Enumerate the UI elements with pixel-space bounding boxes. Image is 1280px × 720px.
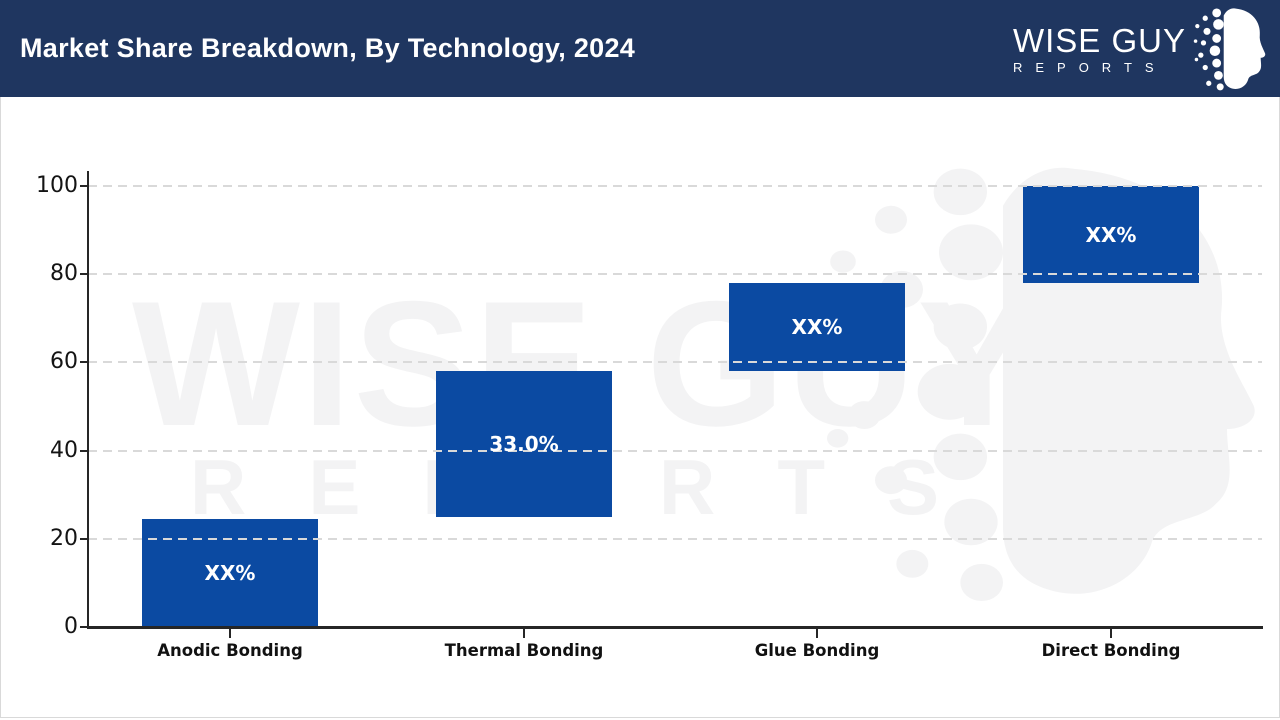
header-bar: Market Share Breakdown, By Technology, 2… <box>0 0 1280 97</box>
bar-label-anodic-bonding: XX% <box>204 560 256 585</box>
bar-anodic-bonding <box>142 518 318 627</box>
y-tick-60 <box>80 361 88 364</box>
y-tick-0 <box>80 626 88 628</box>
gridline-60 <box>88 361 1262 364</box>
gridline-80 <box>88 273 1262 276</box>
gridline-20 <box>88 537 1262 540</box>
y-tick-100 <box>80 185 88 187</box>
y-tick-label-0: 0 <box>64 614 78 639</box>
logo-wordmark: WISE GUY <box>1012 21 1186 59</box>
category-label-direct-bonding: Direct Bonding <box>1041 641 1181 660</box>
bar-label-direct-bonding: XX% <box>1085 222 1137 247</box>
category-label-anodic-bonding: Anodic Bonding <box>157 641 303 660</box>
bar-glue-bonding <box>729 283 905 372</box>
category-label-glue-bonding: Glue Bonding <box>754 641 880 660</box>
x-tick-direct-bonding <box>1110 629 1112 638</box>
wiseguy-head-icon <box>1188 5 1270 93</box>
bar-direct-bonding <box>1023 186 1199 284</box>
gridline-40 <box>88 449 1262 452</box>
logo-subtitle: REPORTS <box>1012 59 1167 75</box>
wiseguy-logo-text: WISE GUY REPORTS <box>1013 24 1186 74</box>
x-tick-glue-bonding <box>816 629 818 638</box>
y-axis-line <box>87 171 89 627</box>
y-tick-40 <box>80 449 88 452</box>
x-tick-anodic-bonding <box>229 629 231 638</box>
category-label-thermal-bonding: Thermal Bonding <box>444 641 604 660</box>
x-axis-line <box>87 626 1263 629</box>
gridline-100 <box>88 185 1262 187</box>
y-tick-20 <box>80 537 88 540</box>
y-tick-label-40: 40 <box>50 437 78 463</box>
y-tick-label-20: 20 <box>50 525 78 551</box>
wiseguy-logo: WISE GUY REPORTS <box>1013 5 1270 93</box>
y-tick-label-100: 100 <box>36 173 78 198</box>
y-tick-label-60: 60 <box>50 349 78 375</box>
page-title: Market Share Breakdown, By Technology, 2… <box>20 33 636 63</box>
x-tick-thermal-bonding <box>523 629 525 638</box>
y-tick-label-80: 80 <box>50 261 78 287</box>
bar-thermal-bonding <box>436 371 612 517</box>
bar-label-thermal-bonding: 33.0% <box>489 431 559 456</box>
y-tick-80 <box>80 273 88 276</box>
bar-label-glue-bonding: XX% <box>791 315 843 340</box>
